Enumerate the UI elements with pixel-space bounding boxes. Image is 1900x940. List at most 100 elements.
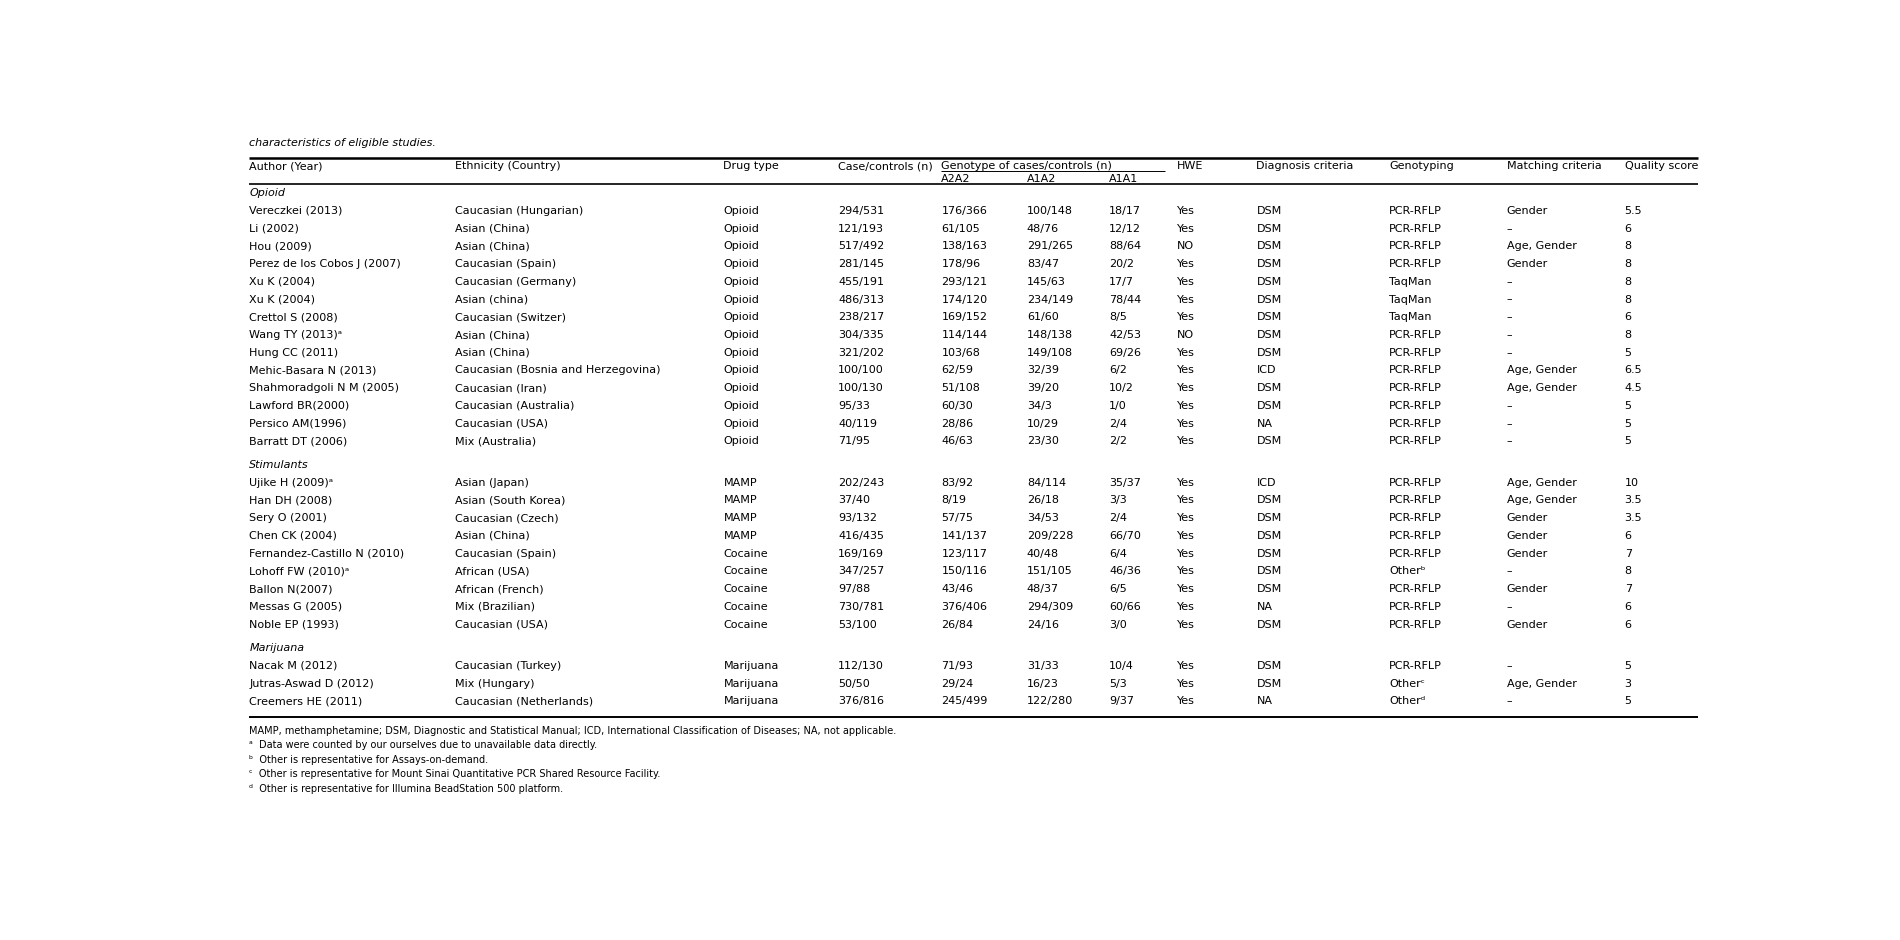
Text: 209/228: 209/228 (1026, 531, 1073, 540)
Text: Gender: Gender (1507, 259, 1548, 269)
Text: Drug type: Drug type (724, 162, 779, 171)
Text: Lawford BR(2000): Lawford BR(2000) (249, 401, 350, 411)
Text: 6: 6 (1624, 312, 1632, 322)
Text: Cocaine: Cocaine (724, 584, 768, 594)
Text: 7: 7 (1624, 549, 1632, 558)
Text: Cocaine: Cocaine (724, 549, 768, 558)
Text: PCR-RFLP: PCR-RFLP (1389, 513, 1442, 524)
Text: 304/335: 304/335 (838, 330, 884, 340)
Text: Asian (Japan): Asian (Japan) (456, 478, 530, 488)
Text: 112/130: 112/130 (838, 661, 884, 671)
Text: DSM: DSM (1256, 348, 1282, 358)
Text: Mix (Australia): Mix (Australia) (456, 436, 536, 446)
Text: 10/2: 10/2 (1110, 384, 1134, 393)
Text: DSM: DSM (1256, 206, 1282, 216)
Text: Yes: Yes (1176, 478, 1195, 488)
Text: 148/138: 148/138 (1026, 330, 1073, 340)
Text: 6/2: 6/2 (1110, 366, 1127, 375)
Text: African (French): African (French) (456, 584, 543, 594)
Text: Age, Gender: Age, Gender (1507, 384, 1577, 393)
Text: 34/53: 34/53 (1026, 513, 1058, 524)
Text: 5: 5 (1624, 418, 1632, 429)
Text: Opioid: Opioid (249, 188, 285, 198)
Text: Otherᵇ: Otherᵇ (1389, 566, 1425, 576)
Text: –: – (1507, 401, 1512, 411)
Text: Caucasian (Germany): Caucasian (Germany) (456, 276, 578, 287)
Text: 71/93: 71/93 (940, 661, 973, 671)
Text: 730/781: 730/781 (838, 602, 884, 612)
Text: 6/5: 6/5 (1110, 584, 1127, 594)
Text: Yes: Yes (1176, 661, 1195, 671)
Text: Caucasian (Netherlands): Caucasian (Netherlands) (456, 697, 593, 706)
Text: 6: 6 (1624, 602, 1632, 612)
Text: Yes: Yes (1176, 206, 1195, 216)
Text: 42/53: 42/53 (1110, 330, 1142, 340)
Text: Gender: Gender (1507, 513, 1548, 524)
Text: 100/130: 100/130 (838, 384, 884, 393)
Text: 51/108: 51/108 (940, 384, 980, 393)
Text: DSM: DSM (1256, 224, 1282, 234)
Text: 8: 8 (1624, 330, 1632, 340)
Text: Opioid: Opioid (724, 366, 760, 375)
Text: Gender: Gender (1507, 206, 1548, 216)
Text: 4.5: 4.5 (1624, 384, 1642, 393)
Text: ICD: ICD (1256, 478, 1277, 488)
Text: Asian (China): Asian (China) (456, 224, 530, 234)
Text: Yes: Yes (1176, 495, 1195, 506)
Text: 103/68: 103/68 (940, 348, 980, 358)
Text: 5/3: 5/3 (1110, 679, 1127, 688)
Text: Jutras-Aswad D (2012): Jutras-Aswad D (2012) (249, 679, 374, 688)
Text: 6: 6 (1624, 531, 1632, 540)
Text: Caucasian (USA): Caucasian (USA) (456, 418, 549, 429)
Text: DSM: DSM (1256, 549, 1282, 558)
Text: 12/12: 12/12 (1110, 224, 1142, 234)
Text: Otherᶜ: Otherᶜ (1389, 679, 1425, 688)
Text: –: – (1507, 602, 1512, 612)
Text: PCR-RFLP: PCR-RFLP (1389, 384, 1442, 393)
Text: MAMP: MAMP (724, 478, 756, 488)
Text: 145/63: 145/63 (1026, 276, 1066, 287)
Text: 293/121: 293/121 (940, 276, 988, 287)
Text: 43/46: 43/46 (940, 584, 973, 594)
Text: Shahmoradgoli N M (2005): Shahmoradgoli N M (2005) (249, 384, 399, 393)
Text: 486/313: 486/313 (838, 294, 884, 305)
Text: Fernandez-Castillo N (2010): Fernandez-Castillo N (2010) (249, 549, 405, 558)
Text: DSM: DSM (1256, 513, 1282, 524)
Text: Opioid: Opioid (724, 242, 760, 251)
Text: PCR-RFLP: PCR-RFLP (1389, 661, 1442, 671)
Text: 169/169: 169/169 (838, 549, 884, 558)
Text: Yes: Yes (1176, 276, 1195, 287)
Text: 23/30: 23/30 (1026, 436, 1058, 446)
Text: DSM: DSM (1256, 312, 1282, 322)
Text: Yes: Yes (1176, 259, 1195, 269)
Text: 17/7: 17/7 (1110, 276, 1134, 287)
Text: 178/96: 178/96 (940, 259, 980, 269)
Text: Perez de los Cobos J (2007): Perez de los Cobos J (2007) (249, 259, 401, 269)
Text: NA: NA (1256, 418, 1273, 429)
Text: 376/406: 376/406 (940, 602, 988, 612)
Text: –: – (1507, 348, 1512, 358)
Text: A1A2: A1A2 (1026, 174, 1056, 184)
Text: 93/132: 93/132 (838, 513, 878, 524)
Text: 294/531: 294/531 (838, 206, 884, 216)
Text: 2/2: 2/2 (1110, 436, 1127, 446)
Text: Cocaine: Cocaine (724, 619, 768, 630)
Text: 8: 8 (1624, 259, 1632, 269)
Text: 122/280: 122/280 (1026, 697, 1073, 706)
Text: 7: 7 (1624, 584, 1632, 594)
Text: 8: 8 (1624, 566, 1632, 576)
Text: 149/108: 149/108 (1026, 348, 1073, 358)
Text: 6.5: 6.5 (1624, 366, 1642, 375)
Text: 176/366: 176/366 (940, 206, 988, 216)
Text: 291/265: 291/265 (1026, 242, 1073, 251)
Text: Yes: Yes (1176, 312, 1195, 322)
Text: 88/64: 88/64 (1110, 242, 1142, 251)
Text: 151/105: 151/105 (1026, 566, 1072, 576)
Text: NO: NO (1176, 330, 1193, 340)
Text: Opioid: Opioid (724, 206, 760, 216)
Text: Gender: Gender (1507, 584, 1548, 594)
Text: Age, Gender: Age, Gender (1507, 366, 1577, 375)
Text: Marijuana: Marijuana (724, 697, 779, 706)
Text: Opioid: Opioid (724, 312, 760, 322)
Text: –: – (1507, 566, 1512, 576)
